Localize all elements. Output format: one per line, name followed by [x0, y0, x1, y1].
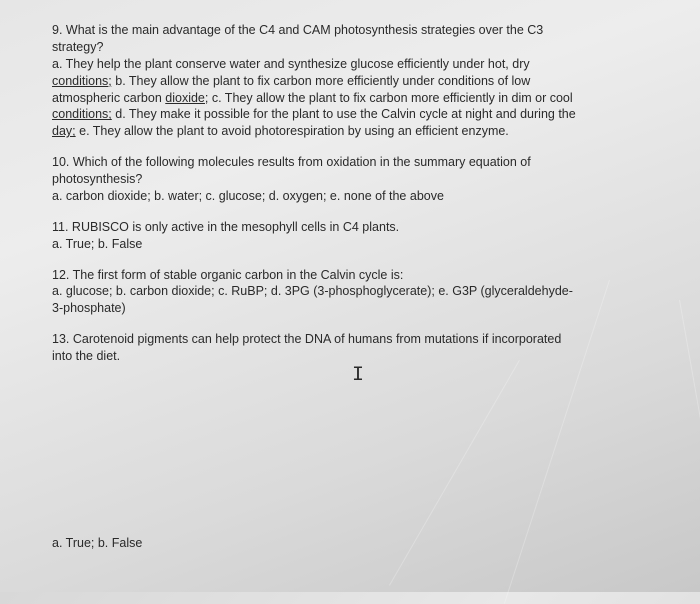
question-13: 13. Carotenoid pigments can help protect… — [52, 331, 660, 365]
question-11: 11. RUBISCO is only active in the mesoph… — [52, 219, 660, 253]
q9-opt-e: e. They allow the plant to avoid photore… — [76, 124, 509, 138]
q9-prompt: 9. What is the main advantage of the C4 … — [52, 22, 660, 56]
q12-options-line2: 3-phosphate) — [52, 301, 126, 315]
q9-opt-d-end: day; — [52, 124, 76, 138]
q13-prompt: 13. Carotenoid pigments can help protect… — [52, 331, 660, 365]
q9-prompt-line1: 9. What is the main advantage of the C4 … — [52, 23, 543, 37]
question-sheet: 9. What is the main advantage of the C4 … — [0, 0, 700, 592]
q9-opt-c-end: conditions; — [52, 107, 112, 121]
q12-prompt: 12. The first form of stable organic car… — [52, 267, 660, 284]
q9-opt-b-line2a: atmospheric carbon — [52, 91, 165, 105]
q10-options: a. carbon dioxide; b. water; c. glucose;… — [52, 188, 660, 205]
paper-crease — [389, 360, 520, 586]
q10-prompt-line2: photosynthesis? — [52, 172, 142, 186]
question-12: 12. The first form of stable organic car… — [52, 267, 660, 318]
q9-prompt-line2: strategy? — [52, 40, 103, 54]
q11-options: a. True; b. False — [52, 236, 660, 253]
q10-prompt: 10. Which of the following molecules res… — [52, 154, 660, 188]
q13-options: a. True; b. False — [52, 535, 142, 552]
question-9: 9. What is the main advantage of the C4 … — [52, 22, 660, 140]
q9-options: a. They help the plant conserve water an… — [52, 56, 660, 140]
q9-opt-a-end: conditions; — [52, 74, 112, 88]
q9-opt-b-end: dioxide; — [165, 91, 208, 105]
q11-prompt: 11. RUBISCO is only active in the mesoph… — [52, 219, 660, 236]
q9-opt-d-line1: d. They make it possible for the plant t… — [112, 107, 576, 121]
q12-options-line1: a. glucose; b. carbon dioxide; c. RuBP; … — [52, 284, 573, 298]
q9-opt-c-line1: c. They allow the plant to fix carbon mo… — [208, 91, 572, 105]
q13-prompt-line1: 13. Carotenoid pigments can help protect… — [52, 332, 561, 346]
q12-options: a. glucose; b. carbon dioxide; c. RuBP; … — [52, 283, 660, 317]
q9-opt-a-line1: a. They help the plant conserve water an… — [52, 57, 530, 71]
question-10: 10. Which of the following molecules res… — [52, 154, 660, 205]
paper-crease — [679, 300, 700, 596]
q10-prompt-line1: 10. Which of the following molecules res… — [52, 155, 531, 169]
paper-crease — [504, 280, 610, 604]
text-cursor-icon: I — [352, 362, 364, 389]
q9-opt-b-line1: b. They allow the plant to fix carbon mo… — [112, 74, 531, 88]
q13-prompt-line2: into the diet. — [52, 349, 120, 363]
